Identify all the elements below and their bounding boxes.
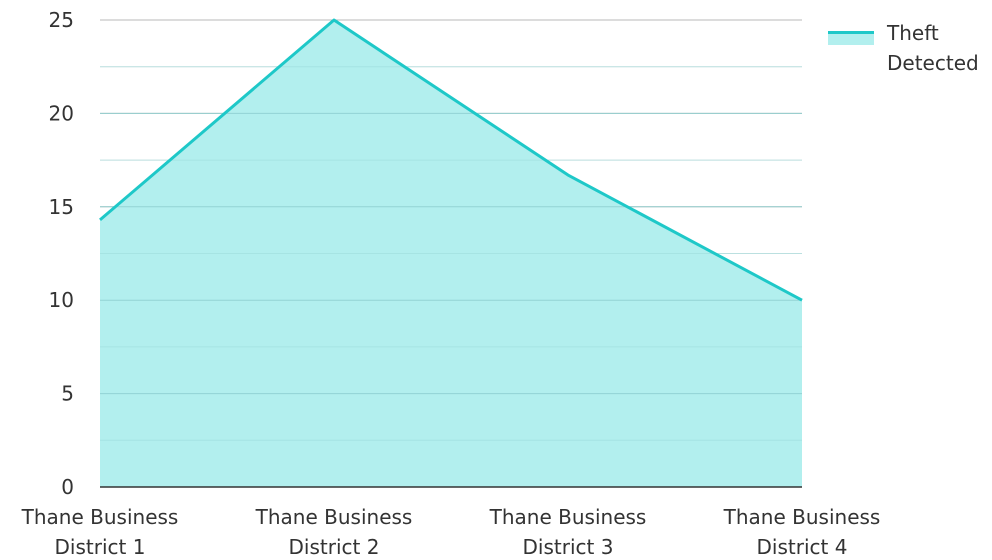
legend-swatch-fill	[828, 31, 874, 45]
x-tick-label: Thane Business District 2	[255, 505, 413, 559]
legend: Theft Detected	[828, 21, 979, 75]
y-tick-label: 20	[49, 101, 74, 125]
y-tick-label: 25	[49, 8, 74, 32]
x-tick-label: Thane Business District 3	[489, 505, 647, 559]
plot-area	[99, 18, 803, 487]
y-tick-label: 5	[61, 382, 74, 406]
x-tick-label: Thane Business District 1	[21, 505, 179, 559]
axes: 0 5 10 15 20 25 Thane Business District 1 Thane …	[21, 8, 881, 559]
y-tick-label: 10	[49, 288, 74, 312]
y-tick-label: 15	[49, 195, 74, 219]
x-tick-label: Thane Business District 4	[723, 505, 881, 559]
y-tick-label: 0	[61, 475, 74, 499]
series-line	[99, 18, 803, 302]
legend-label: Theft Detected	[886, 21, 979, 75]
